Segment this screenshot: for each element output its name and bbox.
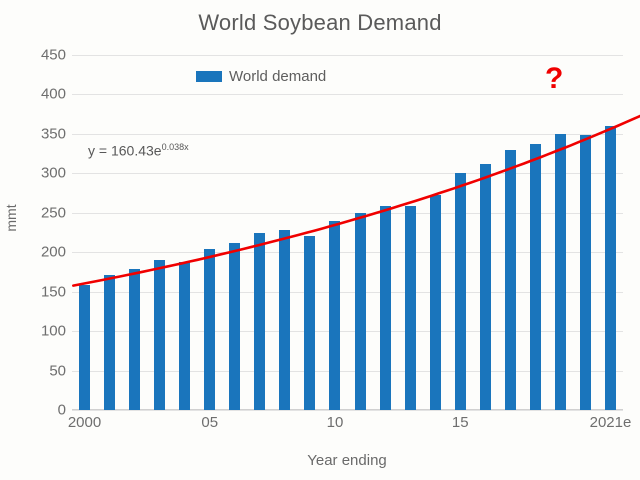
x-tick-label-2015: 15	[451, 414, 469, 431]
y-tick-label-400: 400	[40, 85, 66, 103]
legend-swatch-world-demand	[196, 71, 222, 82]
bar-2018[interactable]	[529, 144, 541, 410]
x-axis-title: Year ending	[307, 452, 387, 469]
y-tick-label-100: 100	[40, 322, 66, 340]
y-axis-title: mmt	[3, 204, 19, 232]
bar-2006[interactable]	[229, 242, 241, 410]
bar-2000[interactable]	[79, 284, 91, 410]
gridline-350	[72, 133, 623, 135]
gridline-0	[72, 410, 623, 411]
equation-exponent: 0.038x	[161, 142, 189, 152]
bar-2011[interactable]	[354, 212, 366, 410]
gridline-450	[72, 55, 623, 56]
y-tick-label-350: 350	[40, 125, 66, 143]
gridline-100	[72, 331, 623, 333]
bar-2012[interactable]	[379, 206, 391, 410]
bar-2007[interactable]	[254, 233, 266, 410]
equation-base: y = 160.43e	[88, 142, 162, 159]
y-tick-label-50: 50	[49, 362, 66, 380]
bar-2004[interactable]	[179, 262, 191, 410]
bar-2009[interactable]	[304, 235, 316, 410]
gridline-400	[72, 94, 623, 96]
plot-area	[72, 55, 623, 411]
gridline-50	[72, 370, 623, 372]
bar-2002[interactable]	[129, 268, 141, 410]
x-tick-label-2010: 10	[326, 414, 344, 431]
gridline-150	[72, 291, 623, 293]
y-tick-label-150: 150	[40, 283, 66, 301]
trendline-equation-label: y = 160.43e0.038x	[88, 142, 189, 159]
chart-title: World Soybean Demand	[198, 10, 442, 35]
y-tick-label-0: 0	[57, 401, 66, 419]
x-axis-line	[72, 409, 623, 410]
question-mark-annotation: ?	[545, 62, 564, 95]
bar-2008[interactable]	[279, 230, 291, 410]
legend-label-world-demand: World demand	[229, 68, 327, 85]
bar-2005[interactable]	[204, 249, 216, 410]
y-tick-label-200: 200	[40, 243, 66, 261]
bar-2013[interactable]	[404, 205, 416, 410]
bar-2001[interactable]	[104, 275, 116, 410]
bar-2010[interactable]	[329, 221, 341, 410]
bar-2021e[interactable]	[604, 126, 616, 410]
bar-2015[interactable]	[454, 172, 466, 410]
bar-2016[interactable]	[479, 163, 491, 410]
y-axis-tick-labels: 450 400 350 300 250 200 150 100 50 0	[18, 47, 66, 419]
bar-2003[interactable]	[154, 260, 166, 410]
bar-2017[interactable]	[504, 149, 516, 410]
bar-2020[interactable]	[579, 134, 591, 410]
x-tick-label-2021e: 2021e	[589, 414, 632, 431]
x-tick-label-2005: 05	[201, 414, 219, 431]
bar-2019[interactable]	[554, 133, 566, 410]
bar-2014[interactable]	[429, 195, 441, 410]
y-tick-label-300: 300	[40, 164, 66, 182]
x-tick-label-2000: 2000	[67, 414, 102, 431]
y-tick-label-450: 450	[40, 46, 66, 64]
chart-legend: World demand	[196, 68, 326, 85]
x-axis-tick-labels: 2000 05 10 15 2021e	[68, 414, 632, 438]
y-tick-label-250: 250	[40, 204, 66, 222]
